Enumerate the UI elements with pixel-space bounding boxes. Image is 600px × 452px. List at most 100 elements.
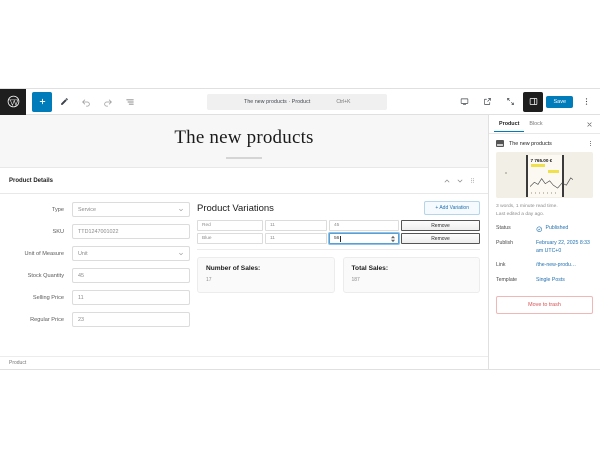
title-divider: [226, 157, 262, 159]
save-button[interactable]: Save: [546, 95, 574, 108]
field-row-selling-price: Selling Price 11: [0, 290, 190, 305]
wordpress-logo-icon[interactable]: [0, 88, 26, 115]
pencil-icon[interactable]: [54, 92, 74, 112]
product-details-metabox: Product Details: [0, 168, 488, 369]
command-bar-title: The new products · Product: [244, 98, 311, 105]
highlight-bar: [530, 164, 545, 167]
card-title: Number of Sales:: [206, 265, 261, 272]
publish-date-value[interactable]: February 22, 2025 8:33 am UTC+0: [536, 239, 590, 254]
redo-arrow-icon[interactable]: [98, 92, 118, 112]
editor-top-bar: The new products · Product Ctrl+K: [0, 88, 600, 115]
kebab-menu-icon[interactable]: [587, 140, 594, 147]
type-select[interactable]: Service: [72, 202, 190, 217]
permalink-value[interactable]: /the-new-produ…: [536, 262, 577, 269]
chart-axis-dots: [530, 192, 559, 194]
row-label-link: Link: [496, 262, 506, 269]
regular-price-input[interactable]: 23: [72, 312, 190, 327]
featured-image-thumbnail[interactable]: 7 765.00 €: [496, 152, 593, 198]
spinner-icon[interactable]: [391, 235, 395, 242]
product-form: Type Service SKU TTD124700102: [0, 194, 197, 369]
unit-of-measure-select[interactable]: Unit: [72, 246, 190, 261]
field-row-stock-quantity: Stock Quantity 45: [0, 268, 190, 283]
command-bar-shortcut: Ctrl+K: [336, 98, 351, 105]
row-status: Status Published: [496, 225, 593, 233]
variation-name-input[interactable]: Blue: [197, 233, 263, 244]
expand-icon[interactable]: [500, 92, 520, 112]
document-summary[interactable]: The new products: [489, 134, 600, 152]
document-title: The new products: [509, 140, 552, 147]
page-title[interactable]: The new products: [174, 127, 314, 148]
sku-value: TTD1247001022: [78, 228, 119, 235]
remove-variation-button[interactable]: Remove: [401, 233, 480, 244]
last-edited-line: Last edited a day ago.: [496, 211, 545, 217]
chevron-down-icon: [178, 251, 184, 257]
tab-block[interactable]: Block: [529, 121, 543, 127]
add-block-button[interactable]: [32, 91, 52, 112]
decorative-dot: [505, 172, 507, 174]
template-value[interactable]: Single Posts: [536, 277, 565, 284]
field-label-stock-quantity: Stock Quantity: [27, 272, 64, 279]
variation-name-input[interactable]: Red: [197, 220, 263, 231]
editor-canvas: The new products Product Details: [0, 115, 488, 369]
chevron-down-icon[interactable]: [453, 174, 466, 187]
chevron-down-icon: [178, 207, 184, 213]
toolbar-right-tools: Save: [454, 91, 600, 112]
sales-cards: Number of Sales: 17 Total Sales: 187: [197, 257, 480, 293]
undo-arrow-icon[interactable]: [76, 92, 96, 112]
row-link: Link /the-new-produ…: [496, 262, 593, 270]
selling-price-input[interactable]: 11: [72, 290, 190, 305]
desktop-icon[interactable]: [454, 92, 474, 112]
sku-input[interactable]: TTD1247001022: [72, 224, 190, 239]
published-check-icon: [536, 226, 543, 233]
post-header: The new products: [0, 115, 488, 168]
breadcrumb[interactable]: Product: [0, 356, 488, 369]
row-publish: Publish February 22, 2025 8:33 am UTC+0: [496, 240, 593, 256]
row-label-publish: Publish: [496, 239, 514, 246]
stock-quantity-value: 45: [78, 272, 84, 279]
field-row-regular-price: Regular Price 23: [0, 312, 190, 327]
featured-image-price: 7 765.00 €: [530, 158, 553, 163]
number-of-sales-card: Number of Sales: 17: [197, 257, 335, 293]
list-view-icon[interactable]: [120, 92, 140, 112]
kebab-menu-icon[interactable]: [576, 92, 596, 112]
field-row-sku: SKU TTD1247001022: [0, 224, 190, 239]
variations-divider: [197, 249, 480, 250]
editor-body: The new products Product Details: [0, 115, 600, 369]
metabox-header: Product Details: [0, 168, 488, 194]
field-row-type: Type Service: [0, 202, 190, 217]
type-select-value: Service: [78, 206, 96, 213]
variation-quantity-input[interactable]: 45: [329, 220, 399, 231]
sidebar-tabs: Product Block: [489, 115, 600, 134]
highlight-bar: [547, 170, 559, 173]
move-to-trash-button[interactable]: Move to trash: [496, 295, 593, 314]
card-value: 17: [206, 277, 212, 283]
status-badge[interactable]: Published: [536, 225, 593, 233]
add-variation-button[interactable]: + Add Variation: [424, 201, 480, 215]
remove-variation-button[interactable]: Remove: [401, 220, 480, 231]
variation-quantity-stepper[interactable]: 56: [329, 233, 399, 244]
word-count-line: 3 words, 1 minute read time.: [496, 204, 558, 209]
tab-product[interactable]: Product: [494, 116, 525, 132]
row-template: Template Single Posts: [496, 277, 593, 285]
drag-handle-icon[interactable]: [466, 174, 479, 187]
variations-column: Product Variations + Add Variation Red 1…: [197, 194, 488, 369]
stock-quantity-input[interactable]: 45: [72, 268, 190, 283]
total-sales-card: Total Sales: 187: [342, 257, 480, 293]
settings-sidebar-toggle[interactable]: [523, 91, 544, 112]
command-bar[interactable]: The new products · Product Ctrl+K: [207, 93, 388, 110]
field-label-regular-price: Regular Price: [30, 316, 64, 323]
external-link-icon[interactable]: [477, 92, 497, 112]
variation-price-input[interactable]: 11: [265, 233, 327, 244]
variation-quantity-value: 56: [334, 236, 340, 241]
variation-price-input[interactable]: 11: [265, 220, 327, 231]
regular-price-value: 23: [78, 316, 84, 323]
row-label-template: Template: [496, 277, 518, 284]
metabox-title: Product Details: [9, 177, 54, 184]
field-row-unit-of-measure: Unit of Measure Unit: [0, 246, 190, 261]
chevron-up-icon[interactable]: [440, 174, 453, 187]
close-icon[interactable]: [586, 121, 595, 128]
selling-price-value: 11: [78, 294, 84, 301]
editor-screen: The new products · Product Ctrl+K: [0, 88, 600, 370]
status-value: Published: [545, 225, 569, 231]
sparkline-chart: [529, 177, 574, 189]
